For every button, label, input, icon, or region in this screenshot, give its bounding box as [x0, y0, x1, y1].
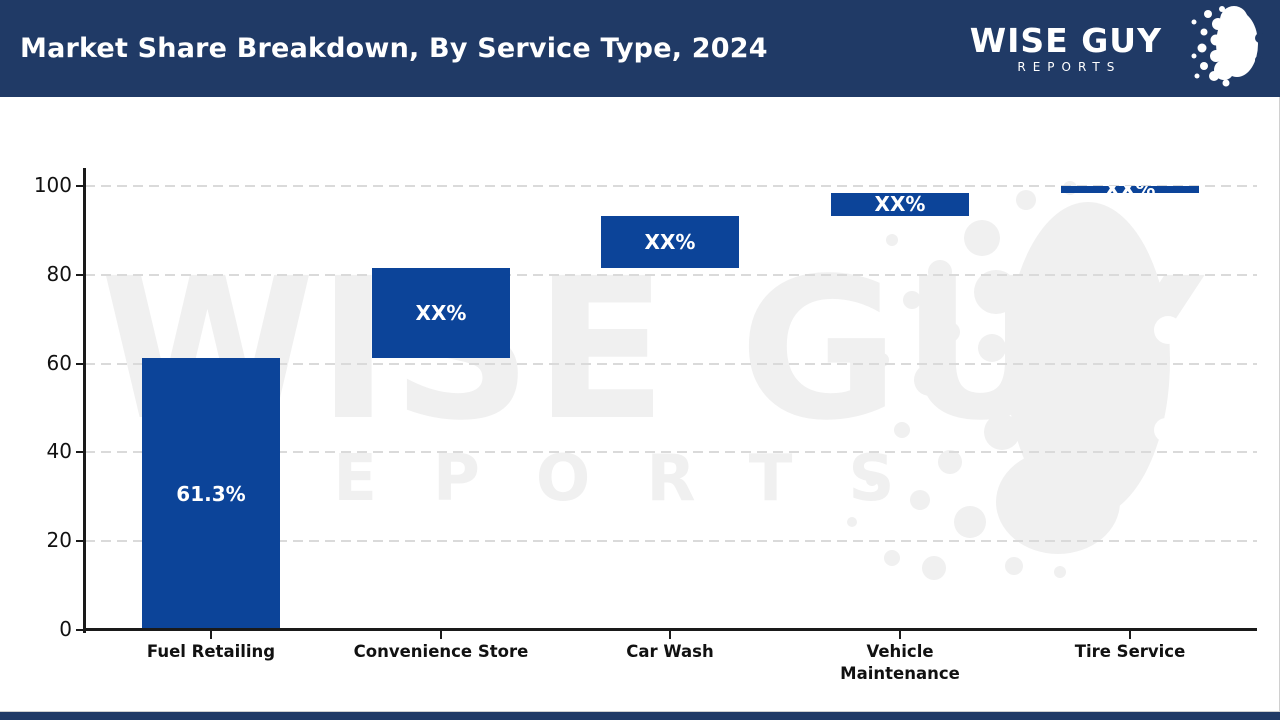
- bar-value-label: 61.3%: [176, 481, 246, 506]
- bar-value-label: XX%: [874, 192, 926, 216]
- x-axis: [83, 628, 1257, 631]
- bar-value-label: XX%: [1105, 186, 1156, 193]
- dotted-face-icon: [1164, 4, 1265, 94]
- gridline: [85, 540, 1257, 543]
- brand-logo-subtitle: REPORTS: [1017, 59, 1122, 74]
- header-bar: Market Share Breakdown, By Service Type,…: [0, 0, 1280, 97]
- y-tick-label: 0: [59, 617, 72, 641]
- bottom-hairline: [0, 711, 1280, 712]
- bar: XX%: [601, 215, 739, 269]
- y-axis: [83, 168, 86, 633]
- y-tick-label: 60: [46, 350, 72, 375]
- bar: XX%: [1061, 186, 1199, 193]
- bar: XX%: [372, 268, 510, 358]
- x-tick-label: Fuel Retailing: [146, 642, 276, 661]
- y-tick-mark: [76, 451, 85, 454]
- page-title: Market Share Breakdown, By Service Type,…: [20, 33, 768, 64]
- bar-value-label: XX%: [415, 300, 467, 325]
- x-tick-mark: [899, 630, 901, 639]
- x-tick-label: Car Wash: [626, 642, 714, 661]
- footer-bar: [0, 712, 1280, 720]
- y-tick-mark: [76, 629, 85, 631]
- brand-logo: WISE GUY REPORTS: [970, 4, 1265, 94]
- y-tick-label: 80: [46, 261, 72, 286]
- brand-logo-name: WISE GUY: [969, 20, 1162, 60]
- y-tick-mark: [76, 362, 85, 365]
- x-tick-label: Vehicle Maintenance: [840, 642, 960, 684]
- y-tick-mark: [76, 273, 85, 276]
- bar: XX%: [831, 192, 969, 216]
- x-tick-mark: [210, 630, 212, 639]
- brand-logo-text: WISE GUY REPORTS: [970, 24, 1162, 74]
- y-tick-label: 20: [46, 528, 72, 553]
- gridline: [85, 185, 1257, 187]
- bar: 61.3%: [142, 357, 280, 630]
- bar-value-label: XX%: [644, 229, 696, 254]
- y-tick-mark: [76, 185, 85, 187]
- x-tick-mark: [440, 630, 442, 639]
- x-tick-mark: [669, 630, 671, 639]
- x-tick-label: Convenience Store: [353, 642, 529, 661]
- gridline: [85, 362, 1257, 365]
- gridline: [85, 273, 1257, 276]
- x-tick-mark: [1129, 630, 1131, 639]
- y-tick-mark: [76, 540, 85, 543]
- y-tick-label: 100: [33, 173, 72, 197]
- gridline: [85, 451, 1257, 454]
- x-tick-label: Tire Service: [1074, 642, 1186, 661]
- y-tick-label: 40: [46, 439, 72, 464]
